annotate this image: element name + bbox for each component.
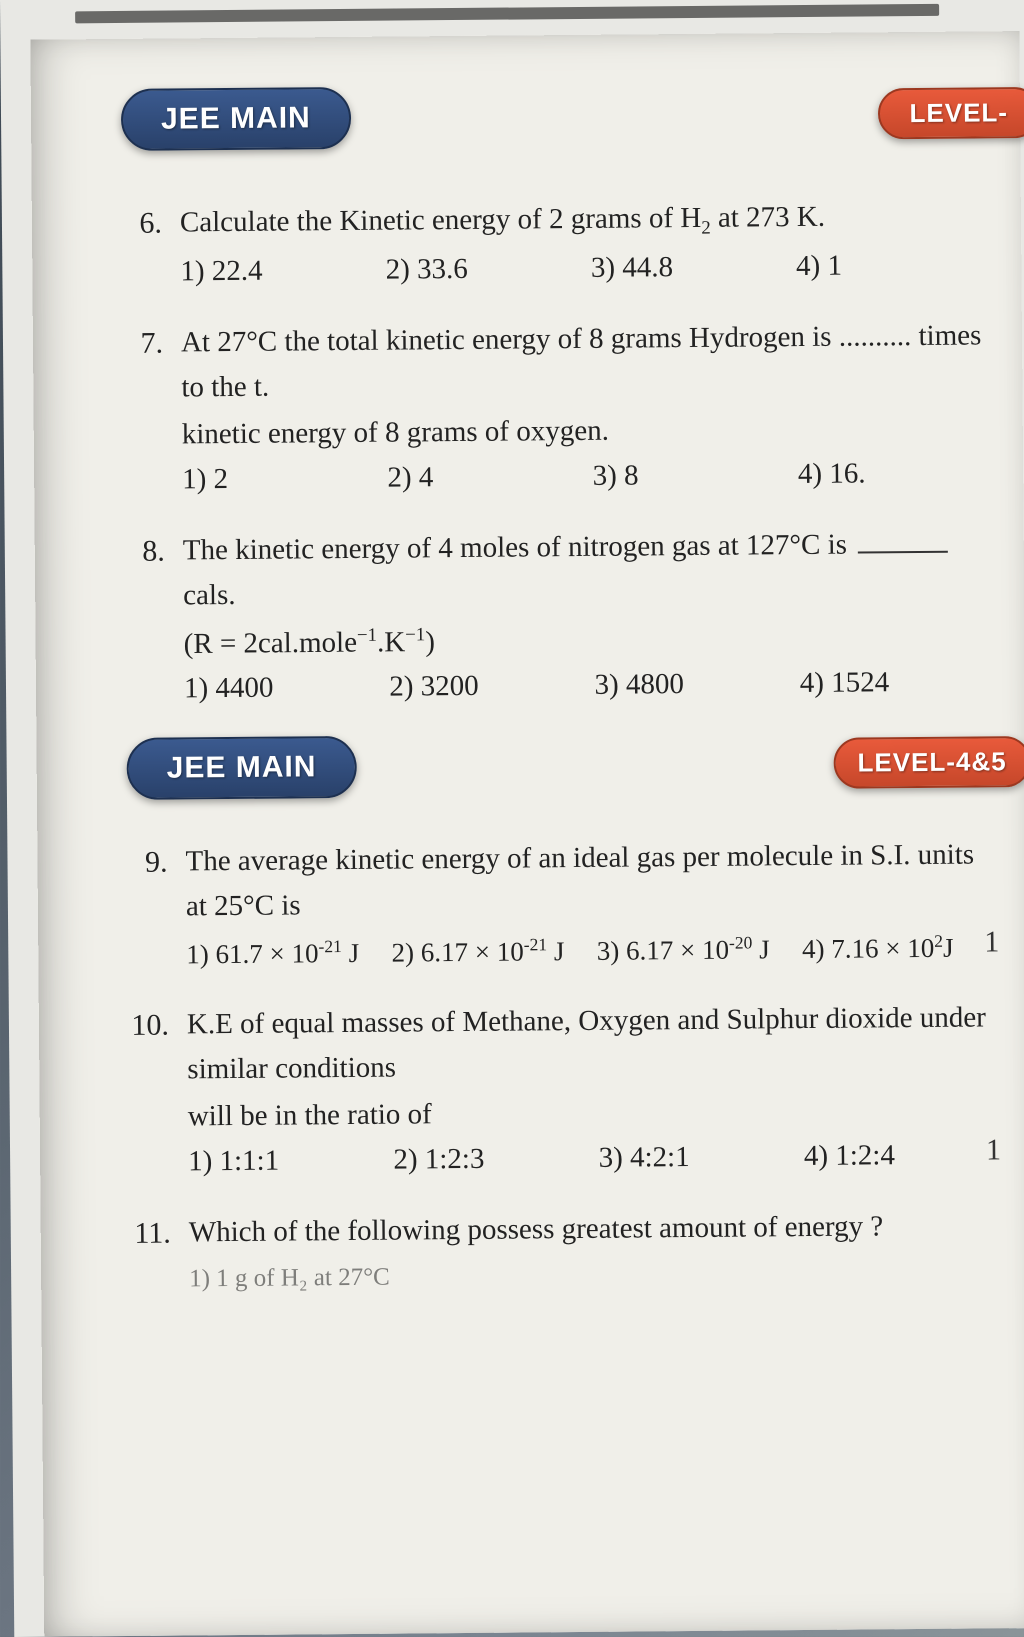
question-number: 6. <box>122 200 180 247</box>
option: 1) 1:1:1 <box>188 1144 394 1179</box>
jee-main-badge: JEE MAIN <box>121 87 351 151</box>
page-content: S JEE MAIN LEVEL- 6. Calculate the Kinet… <box>30 31 1024 1637</box>
question-8-paren: (R = 2cal.mole−1.K−1) <box>125 619 1004 661</box>
option: 4) 1524 <box>800 666 1006 701</box>
blank-fill <box>858 551 948 554</box>
question-7: 7. At 27°C the total kinetic energy of 8… <box>123 313 1003 411</box>
question-8: 8. The kinetic energy of 4 moles of nitr… <box>125 521 1005 619</box>
option: 3) 8 <box>593 458 799 493</box>
option: 4) 1 <box>796 248 1002 283</box>
question-10: 10. K.E of equal masses of Methane, Oxyg… <box>129 996 1009 1094</box>
option: 2) 3200 <box>389 669 595 704</box>
option: 2) 33.6 <box>385 252 591 287</box>
question-number: 9. <box>127 840 185 887</box>
question-text: The average kinetic energy of an ideal g… <box>185 833 1007 930</box>
question-6-options: 1) 22.4 2) 33.6 3) 44.8 4) 1 <box>122 248 1001 289</box>
mid-header-row: JEE MAIN LEVEL-4&5 <box>126 731 1006 801</box>
option: 2) 6.17 × 10-21 J <box>391 934 597 969</box>
question-7-options: 1) 2 2) 4 3) 8 4) 16. <box>124 456 1003 497</box>
bottom-cut-fragment: 1) 1 g of H₂ at 27°C <box>131 1258 1010 1294</box>
question-7-line2: kinetic energy of 8 grams of oxygen. <box>124 411 1003 452</box>
question-text: Calculate the Kinetic energy of 2 grams … <box>180 193 1001 247</box>
question-text: Which of the following possess greatest … <box>189 1203 1010 1255</box>
question-9-options: 1) 61.7 × 10-21 J 2) 6.17 × 10-21 J 3) 6… <box>128 931 1007 972</box>
option: 3) 6.17 × 10-20 J <box>597 932 803 967</box>
option: 1) 4400 <box>184 671 390 706</box>
option: 4) 1:2:4 <box>804 1138 1010 1173</box>
level-badge: LEVEL- <box>877 86 1024 138</box>
option: 4) 7.16 × 102J <box>802 931 1008 966</box>
question-10-line2: will be in the ratio of <box>130 1093 1009 1134</box>
option: 1) 61.7 × 10-21 J <box>186 936 392 971</box>
question-11: 11. Which of the following possess great… <box>131 1203 1010 1257</box>
question-10-options: 1) 1:1:1 2) 1:2:3 3) 4:2:1 4) 1:2:4 1 <box>130 1138 1009 1179</box>
question-number: 10. <box>129 1003 187 1050</box>
option: 4) 16. <box>798 456 1004 491</box>
option: 2) 1:2:3 <box>393 1142 599 1177</box>
question-text: K.E of equal masses of Methane, Oxygen a… <box>187 996 1009 1093</box>
question-8-options: 1) 4400 2) 3200 3) 4800 4) 1524 <box>126 666 1005 707</box>
question-number: 8. <box>125 528 183 575</box>
header-row: JEE MAIN LEVEL- <box>121 81 1001 151</box>
scanned-page: S JEE MAIN LEVEL- 6. Calculate the Kinet… <box>0 0 1024 1637</box>
option: 1) 2 <box>182 462 388 497</box>
jee-main-badge-2: JEE MAIN <box>126 736 356 800</box>
question-6: 6. Calculate the Kinetic energy of 2 gra… <box>122 193 1001 248</box>
question-number: 11. <box>131 1211 189 1258</box>
margin-number: 1 <box>984 926 999 960</box>
option: 1) 22.4 <box>180 254 386 289</box>
level-badge-2: LEVEL-4&5 <box>833 736 1024 789</box>
question-text: The kinetic energy of 4 moles of nitroge… <box>183 521 1005 618</box>
option: 3) 4800 <box>594 667 800 702</box>
question-text: At 27°C the total kinetic energy of 8 gr… <box>181 313 1003 410</box>
option: 3) 4:2:1 <box>598 1140 804 1175</box>
option: 2) 4 <box>387 460 593 495</box>
page-top-shadow <box>75 4 939 24</box>
question-number: 7. <box>123 320 181 367</box>
margin-number: 1 <box>986 1133 1001 1167</box>
option: 3) 44.8 <box>591 250 797 285</box>
question-9: 9. The average kinetic energy of an idea… <box>127 833 1007 931</box>
